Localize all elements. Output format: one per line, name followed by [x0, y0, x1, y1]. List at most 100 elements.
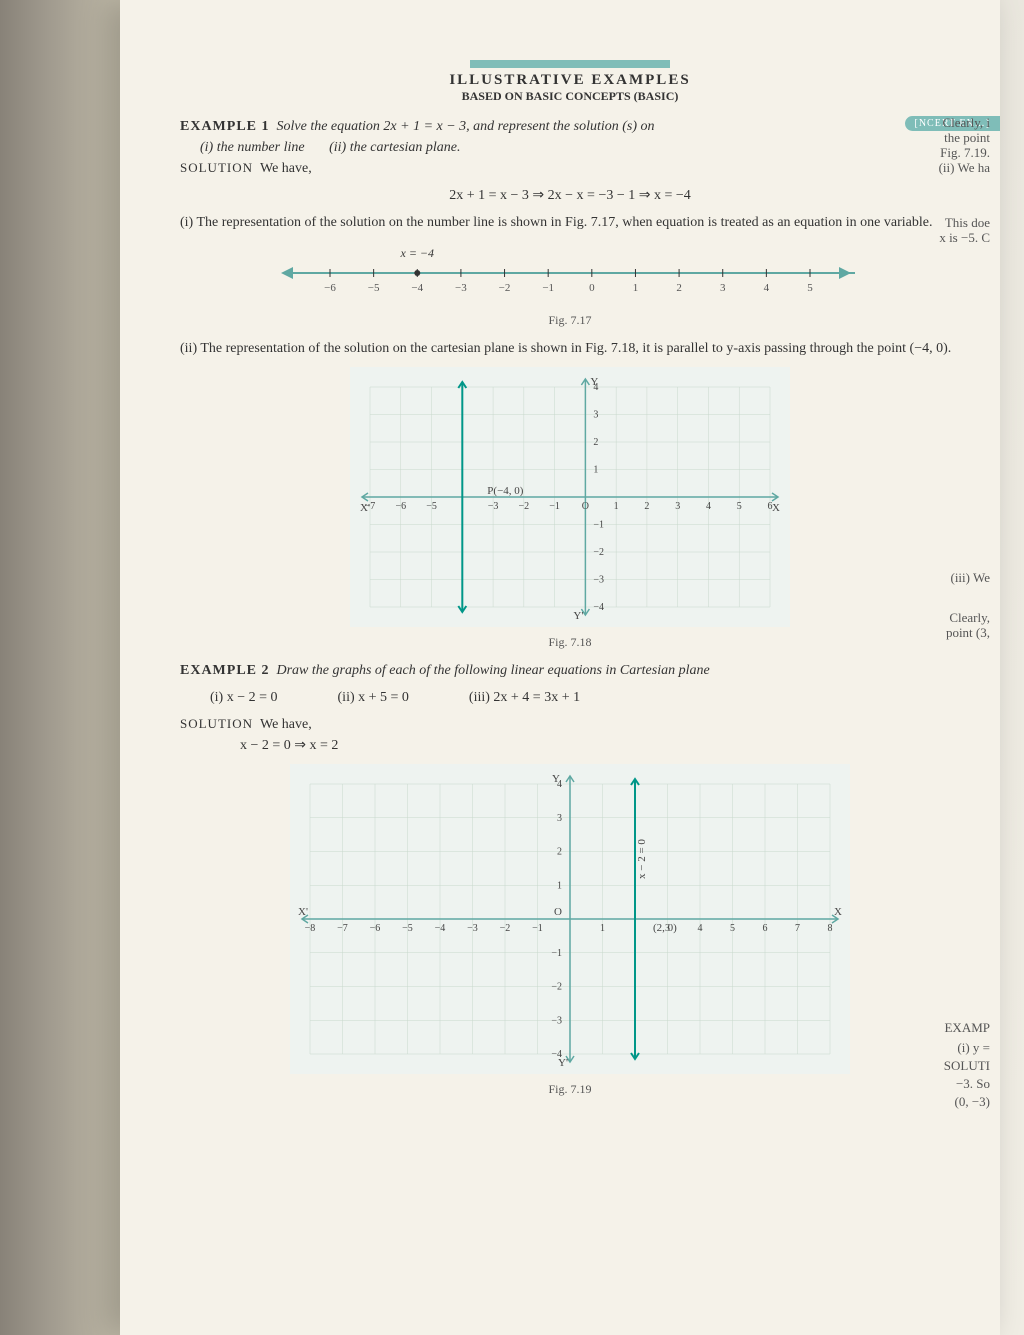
svg-text:Y: Y — [552, 773, 560, 785]
svg-text:X: X — [834, 906, 842, 918]
solution-label: SOLUTION — [180, 160, 253, 175]
svg-text:−2: −2 — [500, 923, 511, 934]
svg-text:−4: −4 — [593, 602, 604, 613]
svg-text:x = −4: x = −4 — [400, 246, 435, 260]
example2-derivation: x − 2 = 0 ⇒ x = 2 — [240, 735, 960, 756]
svg-text:1: 1 — [593, 465, 598, 476]
svg-text:−6: −6 — [370, 923, 381, 934]
svg-text:6: 6 — [763, 923, 768, 934]
example1-derivation: 2x + 1 = x − 3 ⇒ 2x − x = −3 − 1 ⇒ x = −… — [180, 185, 960, 206]
svg-text:P(−4, 0): P(−4, 0) — [487, 485, 523, 497]
svg-text:3: 3 — [675, 501, 680, 512]
svg-text:O: O — [554, 906, 562, 918]
svg-text:−3: −3 — [551, 1015, 562, 1026]
example2-prompt: Draw the graphs of each of the following… — [277, 663, 710, 678]
book-edge — [0, 0, 120, 1335]
svg-text:O: O — [582, 501, 589, 512]
svg-text:(2, 0): (2, 0) — [653, 922, 677, 934]
svg-text:−4: −4 — [411, 282, 423, 294]
example1-part-ii: (ii) The representation of the solution … — [180, 338, 960, 359]
side-text: the point — [944, 130, 990, 146]
svg-text:1: 1 — [633, 282, 639, 294]
side-text: Clearly, i — [942, 115, 990, 131]
svg-text:−2: −2 — [499, 282, 511, 294]
svg-text:X': X' — [360, 502, 370, 514]
svg-text:2: 2 — [644, 501, 649, 512]
we-have: We have, — [260, 161, 312, 176]
svg-text:5: 5 — [730, 923, 735, 934]
svg-text:−6: −6 — [324, 282, 336, 294]
svg-text:−5: −5 — [402, 923, 413, 934]
side-text: SOLUTI — [944, 1058, 990, 1074]
textbook-page: ILLUSTRATIVE EXAMPLES BASED ON BASIC CON… — [120, 0, 1000, 1335]
svg-text:3: 3 — [593, 410, 598, 421]
svg-text:2: 2 — [593, 437, 598, 448]
svg-text:−3: −3 — [455, 282, 467, 294]
section-subtitle: BASED ON BASIC CONCEPTS (BASIC) — [180, 89, 960, 104]
svg-text:−1: −1 — [542, 282, 554, 294]
svg-text:4: 4 — [706, 501, 711, 512]
fig-7-19-graph: −8−7−6−5−4−3−2−113456781234−1−2−3−4O(2, … — [290, 764, 850, 1074]
example2-label: EXAMPLE 2 — [180, 663, 270, 678]
fig-7-17-numberline: −6 −5 −4 −3 −2 −1 0 1 2 3 4 5 x = −4 — [270, 243, 870, 303]
svg-text:1: 1 — [600, 923, 605, 934]
side-text: EXAMP — [944, 1020, 990, 1036]
svg-text:−2: −2 — [519, 501, 530, 512]
side-text: This doe — [945, 215, 990, 231]
we-have-2: We have, — [260, 717, 312, 732]
svg-text:−3: −3 — [488, 501, 499, 512]
example1-option-i: (i) the number line — [200, 140, 305, 155]
svg-text:−1: −1 — [532, 923, 543, 934]
svg-text:−1: −1 — [551, 948, 562, 959]
side-text: point (3, — [946, 625, 990, 641]
example2-eq-i: (i) x − 2 = 0 — [210, 687, 278, 708]
svg-text:5: 5 — [807, 282, 813, 294]
svg-text:Y': Y' — [558, 1057, 568, 1069]
fig-7-18-caption: Fig. 7.18 — [180, 635, 960, 650]
side-text: (ii) We ha — [939, 160, 990, 176]
svg-text:X: X — [772, 502, 780, 514]
svg-text:−1: −1 — [549, 501, 560, 512]
svg-text:−6: −6 — [395, 501, 406, 512]
svg-text:Y': Y' — [573, 610, 583, 622]
svg-text:−3: −3 — [593, 575, 604, 586]
svg-text:1: 1 — [614, 501, 619, 512]
svg-text:7: 7 — [795, 923, 800, 934]
svg-text:−3: −3 — [467, 923, 478, 934]
side-text: Fig. 7.19. — [940, 145, 990, 161]
side-text: (0, −3) — [955, 1094, 991, 1110]
svg-text:2: 2 — [676, 282, 682, 294]
example1-part-i: (i) The representation of the solution o… — [180, 212, 960, 233]
svg-text:5: 5 — [737, 501, 742, 512]
svg-text:−4: −4 — [435, 923, 446, 934]
side-text: −3. So — [956, 1076, 990, 1092]
side-text: Clearly, — [949, 610, 990, 626]
solution-label-2: SOLUTION — [180, 716, 253, 731]
svg-text:4: 4 — [698, 923, 703, 934]
svg-text:0: 0 — [589, 282, 595, 294]
svg-text:−2: −2 — [593, 547, 604, 558]
side-text: (i) y = — [957, 1040, 990, 1056]
section-title: ILLUSTRATIVE EXAMPLES — [180, 72, 960, 89]
side-text: x is −5. C — [939, 230, 990, 246]
svg-text:4: 4 — [764, 282, 770, 294]
svg-text:−7: −7 — [337, 923, 348, 934]
svg-text:2: 2 — [557, 847, 562, 858]
svg-text:3: 3 — [557, 813, 562, 824]
fig-7-19-caption: Fig. 7.19 — [180, 1082, 960, 1097]
svg-text:−5: −5 — [368, 282, 380, 294]
example1-label: EXAMPLE 1 — [180, 119, 270, 134]
example1-block: EXAMPLE 1 Solve the equation 2x + 1 = x … — [180, 116, 960, 233]
header-accent-bar — [470, 60, 670, 68]
svg-text:−5: −5 — [426, 501, 437, 512]
example2-eq-ii: (ii) x + 5 = 0 — [338, 687, 409, 708]
svg-text:Y: Y — [590, 376, 598, 388]
svg-text:3: 3 — [720, 282, 726, 294]
svg-text:−1: −1 — [593, 520, 604, 531]
svg-text:1: 1 — [557, 880, 562, 891]
fig-7-17-caption: Fig. 7.17 — [180, 313, 960, 328]
svg-text:X': X' — [298, 906, 308, 918]
svg-text:x − 2 = 0: x − 2 = 0 — [636, 839, 648, 879]
side-text: (iii) We — [950, 570, 990, 586]
svg-text:−2: −2 — [551, 982, 562, 993]
